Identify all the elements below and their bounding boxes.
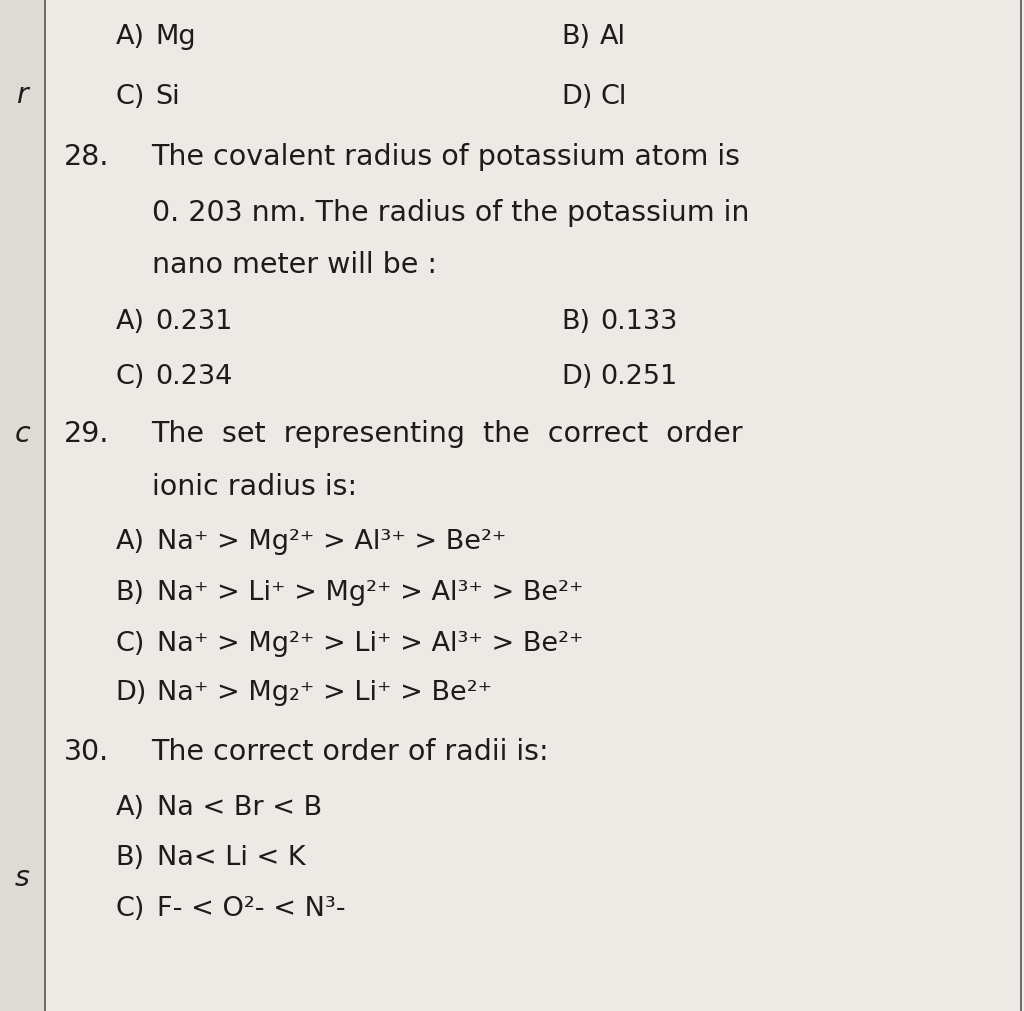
Text: The covalent radius of potassium atom is: The covalent radius of potassium atom is — [152, 143, 740, 171]
Text: r: r — [16, 81, 29, 109]
Text: D): D) — [561, 84, 593, 110]
Text: B): B) — [561, 308, 590, 335]
Text: 0.234: 0.234 — [156, 364, 233, 390]
Text: A): A) — [116, 24, 144, 51]
Text: 29.: 29. — [63, 420, 109, 448]
Text: 0.133: 0.133 — [600, 308, 678, 335]
Text: A): A) — [116, 794, 144, 820]
Text: c: c — [14, 420, 31, 448]
Text: D): D) — [116, 679, 147, 706]
Text: Si: Si — [156, 84, 180, 110]
Text: Na⁺ > Mg²⁺ > Al³⁺ > Be²⁺: Na⁺ > Mg²⁺ > Al³⁺ > Be²⁺ — [157, 529, 506, 555]
Text: The correct order of radii is:: The correct order of radii is: — [152, 737, 549, 765]
Text: The  set  representing  the  correct  order: The set representing the correct order — [152, 420, 743, 448]
Text: 28.: 28. — [63, 143, 109, 171]
Text: A): A) — [116, 308, 144, 335]
Text: nano meter will be :: nano meter will be : — [152, 251, 436, 279]
Text: Na< Li < K: Na< Li < K — [157, 844, 305, 870]
Text: Al: Al — [600, 24, 626, 51]
Text: s: s — [15, 863, 30, 892]
Text: D): D) — [561, 364, 593, 390]
Text: C): C) — [116, 364, 145, 390]
Text: Na⁺ > Mg²⁺ > Li⁺ > Al³⁺ > Be²⁺: Na⁺ > Mg²⁺ > Li⁺ > Al³⁺ > Be²⁺ — [157, 630, 584, 656]
Text: B): B) — [116, 579, 144, 606]
Text: Na⁺ > Mg₂⁺ > Li⁺ > Be²⁺: Na⁺ > Mg₂⁺ > Li⁺ > Be²⁺ — [157, 679, 492, 706]
Text: ionic radius is:: ionic radius is: — [152, 472, 356, 500]
Text: B): B) — [561, 24, 590, 51]
Text: A): A) — [116, 529, 144, 555]
Text: 0. 203 nm. The radius of the potassium in: 0. 203 nm. The radius of the potassium i… — [152, 198, 749, 226]
Text: Cl: Cl — [600, 84, 627, 110]
Text: Mg: Mg — [156, 24, 197, 51]
Text: 30.: 30. — [63, 737, 109, 765]
Text: Na < Br < B: Na < Br < B — [157, 794, 322, 820]
Text: Na⁺ > Li⁺ > Mg²⁺ > Al³⁺ > Be²⁺: Na⁺ > Li⁺ > Mg²⁺ > Al³⁺ > Be²⁺ — [157, 579, 584, 606]
Text: 0.231: 0.231 — [156, 308, 233, 335]
Text: 0.251: 0.251 — [600, 364, 677, 390]
Text: C): C) — [116, 630, 145, 656]
Bar — [0, 0, 45, 1011]
Text: F- < O²- < N³-: F- < O²- < N³- — [157, 895, 345, 921]
Text: C): C) — [116, 895, 145, 921]
Text: B): B) — [116, 844, 144, 870]
Text: C): C) — [116, 84, 145, 110]
